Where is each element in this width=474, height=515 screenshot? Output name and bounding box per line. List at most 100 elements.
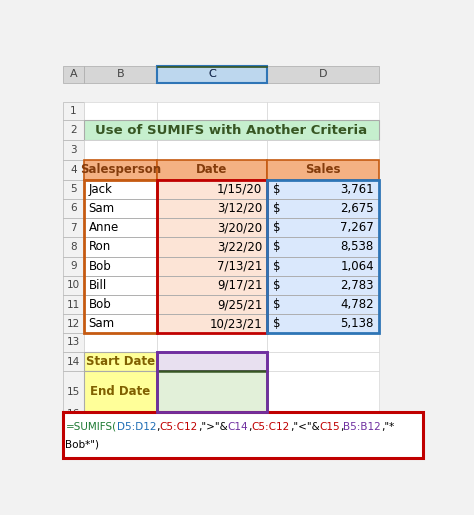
Bar: [63, 333, 84, 352]
Text: 14: 14: [67, 357, 80, 367]
Text: 1: 1: [70, 106, 77, 116]
Bar: [267, 256, 379, 276]
Bar: [267, 218, 379, 237]
Bar: [157, 295, 267, 314]
Bar: [267, 314, 379, 333]
Bar: [157, 65, 267, 82]
Bar: [157, 102, 267, 121]
Text: 9/25/21: 9/25/21: [217, 298, 262, 311]
Bar: [157, 65, 267, 82]
Text: 3/20/20: 3/20/20: [217, 221, 262, 234]
Text: Start Date: Start Date: [86, 355, 155, 368]
Bar: [157, 333, 267, 352]
Text: ,"*: ,"*: [381, 422, 394, 432]
Bar: [267, 295, 379, 314]
Bar: [157, 352, 267, 371]
Text: 15: 15: [67, 387, 80, 397]
Text: Ron: Ron: [89, 241, 111, 253]
Text: End Date: End Date: [91, 385, 151, 398]
Text: $: $: [273, 260, 281, 273]
Text: Jack: Jack: [89, 183, 113, 196]
Bar: [157, 352, 267, 412]
Text: $: $: [273, 298, 281, 311]
Text: Bill: Bill: [89, 279, 107, 292]
Text: $: $: [273, 221, 281, 234]
Bar: [157, 256, 267, 276]
Bar: [63, 121, 84, 141]
Text: C: C: [208, 69, 216, 79]
Text: 7: 7: [70, 222, 77, 233]
Bar: [63, 276, 84, 295]
Bar: [84, 141, 157, 160]
Bar: [84, 199, 157, 218]
Text: 2: 2: [70, 125, 77, 135]
Text: 16: 16: [67, 409, 80, 419]
Bar: [63, 314, 84, 333]
Bar: [63, 218, 84, 237]
Text: 2,675: 2,675: [340, 202, 374, 215]
Text: Use of SUMIFS with Another Criteria: Use of SUMIFS with Another Criteria: [95, 124, 367, 137]
Text: 5: 5: [70, 184, 77, 194]
Text: 12: 12: [67, 319, 80, 329]
Text: 10/10/21: 10/10/21: [185, 385, 238, 398]
Bar: [267, 352, 379, 371]
Bar: [157, 218, 267, 237]
Bar: [84, 371, 157, 412]
Text: ,">"&: ,">"&: [198, 422, 228, 432]
Bar: [63, 65, 84, 82]
Text: 13: 13: [67, 337, 80, 348]
Bar: [84, 295, 157, 314]
Text: 4: 4: [70, 165, 77, 175]
Bar: [157, 141, 267, 160]
Text: 3: 3: [70, 145, 77, 156]
Text: Bob*"): Bob*"): [65, 439, 100, 450]
Bar: [63, 371, 84, 412]
Bar: [84, 121, 379, 141]
Text: ,: ,: [340, 422, 344, 432]
Bar: [63, 412, 423, 458]
Text: Bob: Bob: [89, 260, 111, 273]
Bar: [157, 199, 267, 218]
Bar: [63, 199, 84, 218]
Text: 1,064: 1,064: [340, 260, 374, 273]
Bar: [84, 65, 157, 82]
Bar: [63, 352, 84, 371]
Bar: [157, 180, 267, 333]
Text: Anne: Anne: [89, 221, 119, 234]
Bar: [84, 218, 157, 237]
Bar: [84, 102, 157, 121]
Bar: [157, 237, 267, 256]
Text: 10: 10: [67, 281, 80, 290]
Text: C15: C15: [319, 422, 340, 432]
Bar: [157, 180, 267, 199]
Bar: [84, 160, 157, 180]
Bar: [267, 160, 379, 180]
Text: 1/10/20: 1/10/20: [189, 355, 235, 368]
Text: 6: 6: [70, 203, 77, 214]
Text: ,: ,: [248, 422, 251, 432]
Bar: [157, 314, 267, 333]
Text: $: $: [273, 317, 281, 330]
Bar: [84, 314, 157, 333]
Bar: [267, 237, 379, 256]
Text: D5:D12: D5:D12: [117, 422, 156, 432]
Bar: [63, 412, 84, 416]
Text: Sam: Sam: [89, 317, 115, 330]
Text: B5:B12: B5:B12: [344, 422, 381, 432]
Bar: [267, 333, 379, 352]
Text: 1/15/20: 1/15/20: [217, 183, 262, 196]
Bar: [63, 180, 84, 199]
Bar: [84, 180, 157, 333]
Text: ,: ,: [156, 422, 159, 432]
Bar: [267, 199, 379, 218]
Text: 9: 9: [70, 261, 77, 271]
Bar: [63, 141, 84, 160]
Text: A: A: [70, 69, 77, 79]
Text: Sales: Sales: [305, 163, 340, 177]
Bar: [267, 141, 379, 160]
Bar: [63, 256, 84, 276]
Text: Bob: Bob: [89, 298, 111, 311]
Text: Sam: Sam: [89, 202, 115, 215]
Bar: [267, 276, 379, 295]
Text: D: D: [319, 69, 327, 79]
